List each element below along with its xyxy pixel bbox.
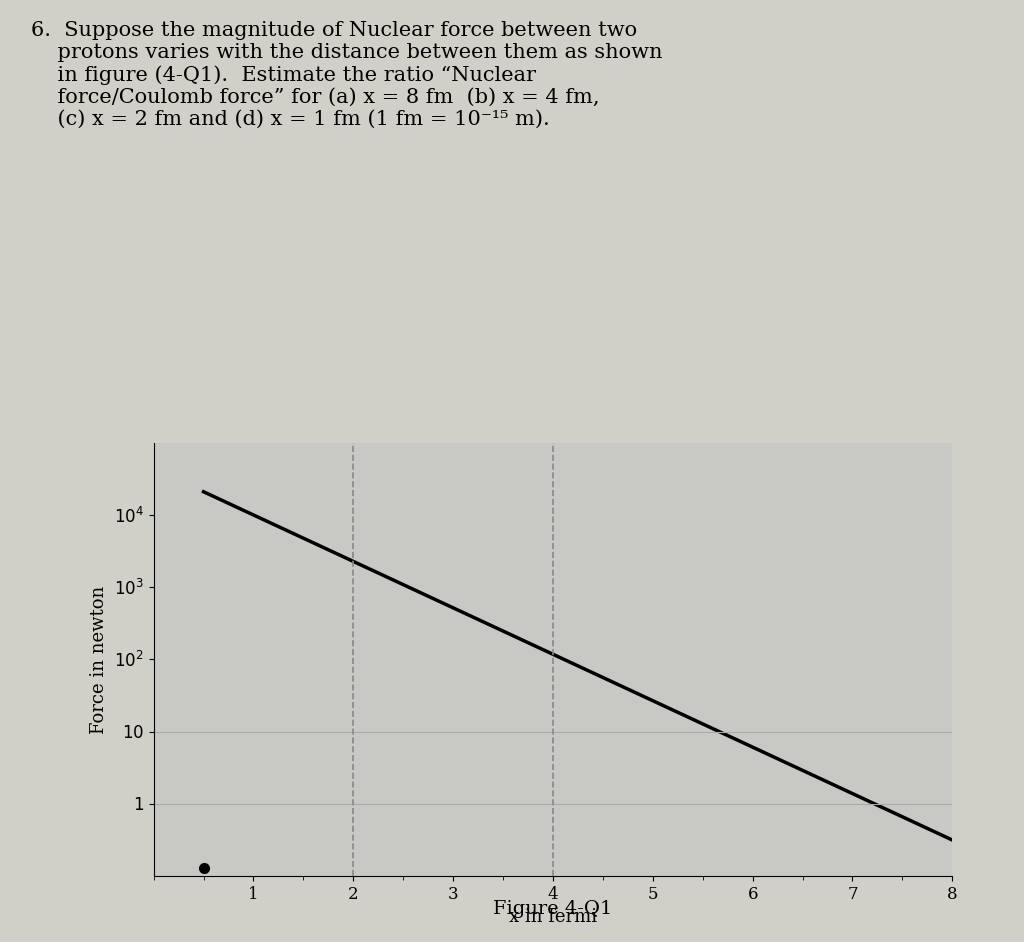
Text: Figure 4-Q1: Figure 4-Q1	[494, 900, 612, 918]
Y-axis label: Force in newton: Force in newton	[90, 585, 109, 734]
X-axis label: x in fermi: x in fermi	[509, 908, 597, 926]
Text: 6.  Suppose the magnitude of Nuclear force between two
    protons varies with t: 6. Suppose the magnitude of Nuclear forc…	[31, 21, 663, 129]
